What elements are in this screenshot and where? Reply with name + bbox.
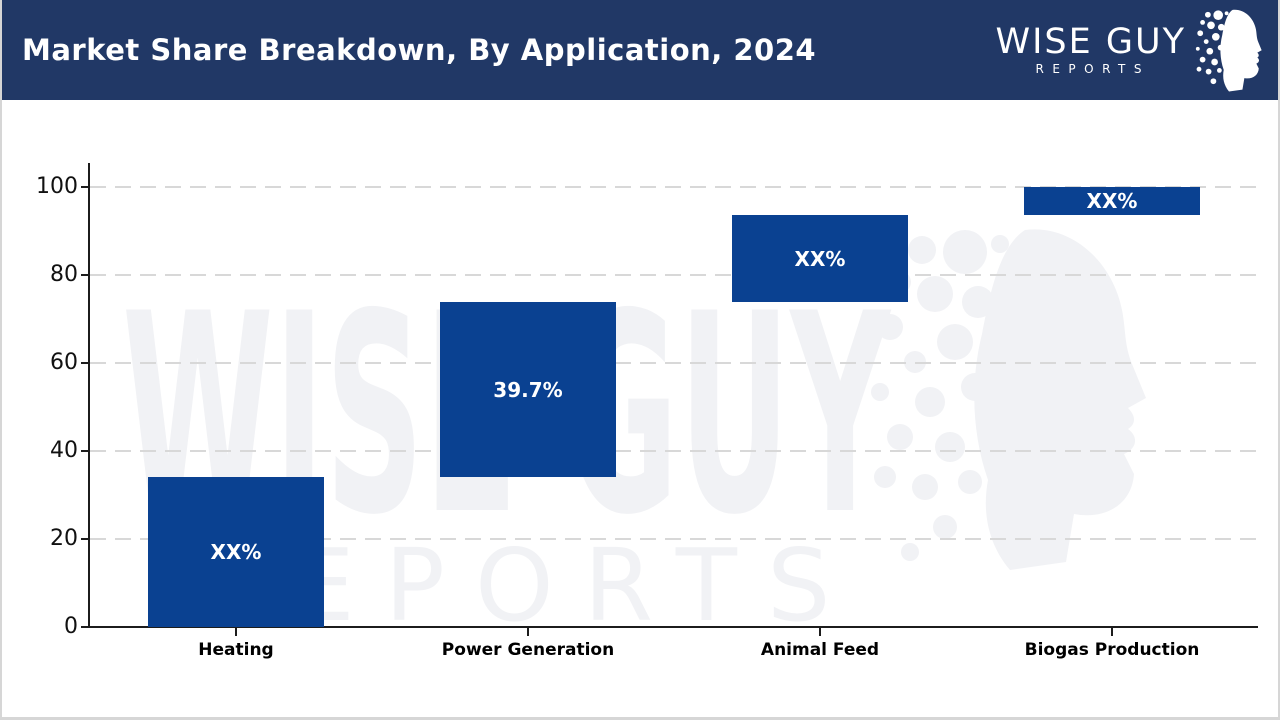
bar-value-label: XX% [1086,189,1138,214]
y-tick-mark-60 [81,362,90,364]
bar-power-generation: 39.7% [440,302,616,477]
y-axis [88,163,90,627]
y-tick-mark-80 [81,274,90,276]
y-tick-label-40: 40 [50,438,78,463]
y-tick-label-80: 80 [50,262,78,287]
y-tick-label-100: 100 [36,174,78,199]
y-tick-mark-100 [81,186,90,188]
y-tick-mark-40 [81,450,90,452]
gridline-20 [90,538,1258,540]
gridline-100 [90,186,1258,188]
y-tick-label-0: 0 [64,614,78,639]
x-tick-mark-3 [819,628,821,636]
watermark-head-icon [871,229,1146,570]
gridline-40 [90,450,1258,452]
chart-title: Market Share Breakdown, By Application, … [22,33,817,67]
logo-text: WISE GUY REPORTS [995,21,1186,77]
logo-wordmark: WISE GUY [995,21,1186,62]
x-category-label-2: Power Generation [441,640,615,660]
x-tick-mark-4 [1111,628,1113,636]
x-tick-mark-2 [527,628,529,636]
wiseguy-head-icon [1195,9,1262,92]
bar-animal-feed: XX% [732,215,908,303]
logo-subtitle: REPORTS [1035,62,1150,77]
bar-value-label: XX% [210,539,262,564]
bar-value-label: 39.7% [493,377,563,402]
x-axis [88,626,1258,628]
x-tick-mark-1 [235,628,237,636]
bar-heating: XX% [148,476,324,627]
x-category-label-1: Heating [198,640,274,660]
bar-value-label: XX% [794,246,846,271]
header: Market Share Breakdown, By Application, … [2,0,1278,100]
y-tick-label-20: 20 [50,526,78,551]
x-category-label-3: Animal Feed [760,640,880,660]
wiseguy-logo: WISE GUY REPORTS [995,6,1268,94]
bar-biogas-production: XX% [1024,187,1200,216]
x-category-label-4: Biogas Production [1024,640,1200,660]
gridline-60 [90,362,1258,364]
y-tick-label-60: 60 [50,350,78,375]
y-tick-mark-20 [81,538,90,540]
y-tick-mark-0 [81,626,90,628]
gridline-80 [90,274,1258,276]
chart-area: WISE GUY REPORTS 0 20 40 60 80 100 XX% Heating 3… [2,100,1278,717]
